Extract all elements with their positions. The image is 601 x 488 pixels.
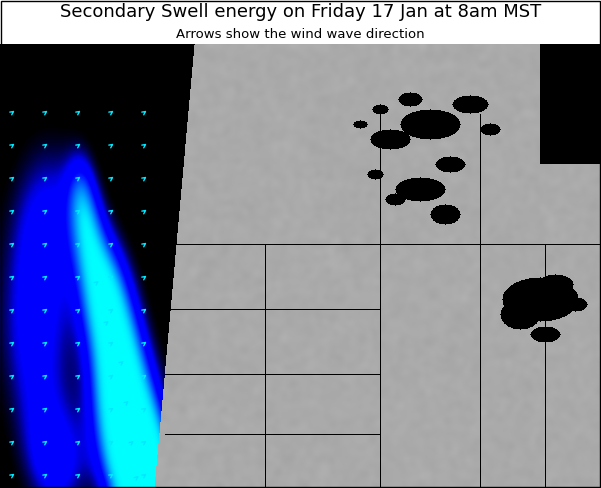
Text: Secondary Swell energy on Friday 17 Jan at 8am MST: Secondary Swell energy on Friday 17 Jan … (60, 3, 541, 21)
Text: Arrows show the wind wave direction: Arrows show the wind wave direction (176, 28, 425, 41)
